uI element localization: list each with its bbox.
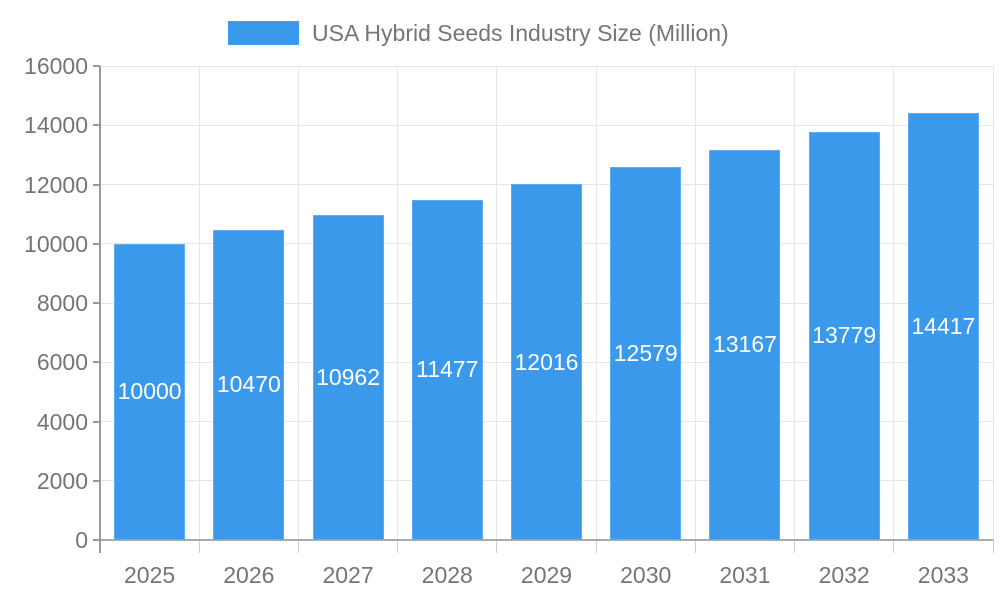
x-axis-tick bbox=[397, 540, 399, 553]
gridline-vertical bbox=[694, 66, 696, 540]
x-axis-label: 2033 bbox=[917, 562, 969, 588]
bar-value-label: 13779 bbox=[812, 322, 877, 349]
bar[interactable]: 10962 bbox=[312, 215, 384, 540]
y-axis-label: 6000 bbox=[36, 349, 88, 376]
x-axis-label: 2027 bbox=[322, 562, 374, 588]
x-axis-label: 2030 bbox=[620, 562, 672, 588]
bar-value-label: 12579 bbox=[613, 340, 678, 367]
y-axis-label: 10000 bbox=[24, 230, 88, 257]
gridline-vertical bbox=[992, 66, 994, 540]
bar[interactable]: 12016 bbox=[511, 184, 582, 540]
y-axis-tick bbox=[93, 539, 100, 541]
y-axis-tick bbox=[93, 124, 100, 127]
x-axis-label: 2026 bbox=[223, 562, 275, 588]
y-axis-label: 12000 bbox=[24, 171, 88, 198]
bar-value-label: 10962 bbox=[316, 364, 381, 391]
gridline-horizontal bbox=[100, 65, 993, 67]
x-axis-tick bbox=[794, 540, 796, 553]
y-axis-line bbox=[99, 66, 101, 553]
bar-value-label: 14417 bbox=[911, 312, 976, 339]
gridline-vertical bbox=[496, 66, 498, 540]
y-axis-label: 8000 bbox=[36, 290, 88, 316]
bar-value-label: 11477 bbox=[416, 356, 479, 383]
x-axis-tick bbox=[198, 540, 200, 553]
x-axis-label: 2031 bbox=[719, 562, 771, 588]
x-axis-tick bbox=[297, 540, 299, 553]
y-axis-tick bbox=[93, 65, 100, 67]
gridline-horizontal bbox=[100, 124, 993, 126]
bar-value-label: 10000 bbox=[117, 378, 182, 405]
bar[interactable]: 10000 bbox=[114, 243, 186, 540]
bar-value-label: 10470 bbox=[216, 371, 281, 398]
x-axis-tick bbox=[893, 540, 895, 553]
gridline-vertical bbox=[198, 66, 200, 540]
y-axis-tick bbox=[93, 242, 100, 245]
y-axis-tick bbox=[93, 420, 100, 423]
bar[interactable]: 11477 bbox=[411, 199, 483, 540]
legend-swatch bbox=[228, 21, 299, 45]
gridline-vertical bbox=[794, 66, 796, 540]
y-axis-label: 2000 bbox=[36, 467, 88, 494]
y-axis-tick bbox=[93, 183, 100, 186]
x-axis-tick bbox=[992, 540, 994, 553]
bar-value-label: 12016 bbox=[514, 348, 579, 375]
legend-label: USA Hybrid Seeds Industry Size (Million) bbox=[312, 20, 729, 46]
y-axis-label: 0 bbox=[75, 527, 88, 553]
x-axis-label: 2025 bbox=[124, 562, 176, 588]
y-axis-label: 4000 bbox=[36, 408, 88, 435]
x-axis-tick bbox=[595, 540, 597, 553]
gridline-vertical bbox=[297, 66, 299, 540]
y-axis-tick bbox=[93, 479, 100, 482]
bar-value-label: 13167 bbox=[712, 331, 777, 358]
legend-item[interactable]: USA Hybrid Seeds Industry Size (Million) bbox=[228, 21, 729, 45]
bar[interactable]: 13167 bbox=[709, 149, 781, 540]
y-axis-label: 14000 bbox=[24, 112, 88, 139]
bar[interactable]: 12579 bbox=[610, 167, 682, 540]
x-axis-tick bbox=[694, 540, 696, 553]
bar[interactable]: 14417 bbox=[907, 112, 979, 540]
y-axis-tick bbox=[93, 302, 100, 304]
x-axis-label: 2028 bbox=[421, 562, 473, 588]
gridline-vertical bbox=[397, 66, 399, 540]
x-axis-label: 2032 bbox=[818, 562, 870, 588]
x-axis-tick bbox=[496, 540, 498, 553]
gridline-vertical bbox=[595, 66, 597, 540]
y-axis-label: 16000 bbox=[24, 53, 88, 79]
bar[interactable]: 13779 bbox=[808, 131, 880, 540]
gridline-vertical bbox=[893, 66, 895, 540]
x-axis-line bbox=[100, 539, 993, 541]
x-axis-label: 2029 bbox=[520, 562, 573, 588]
y-axis-tick bbox=[93, 361, 100, 364]
bar[interactable]: 10470 bbox=[213, 229, 285, 540]
